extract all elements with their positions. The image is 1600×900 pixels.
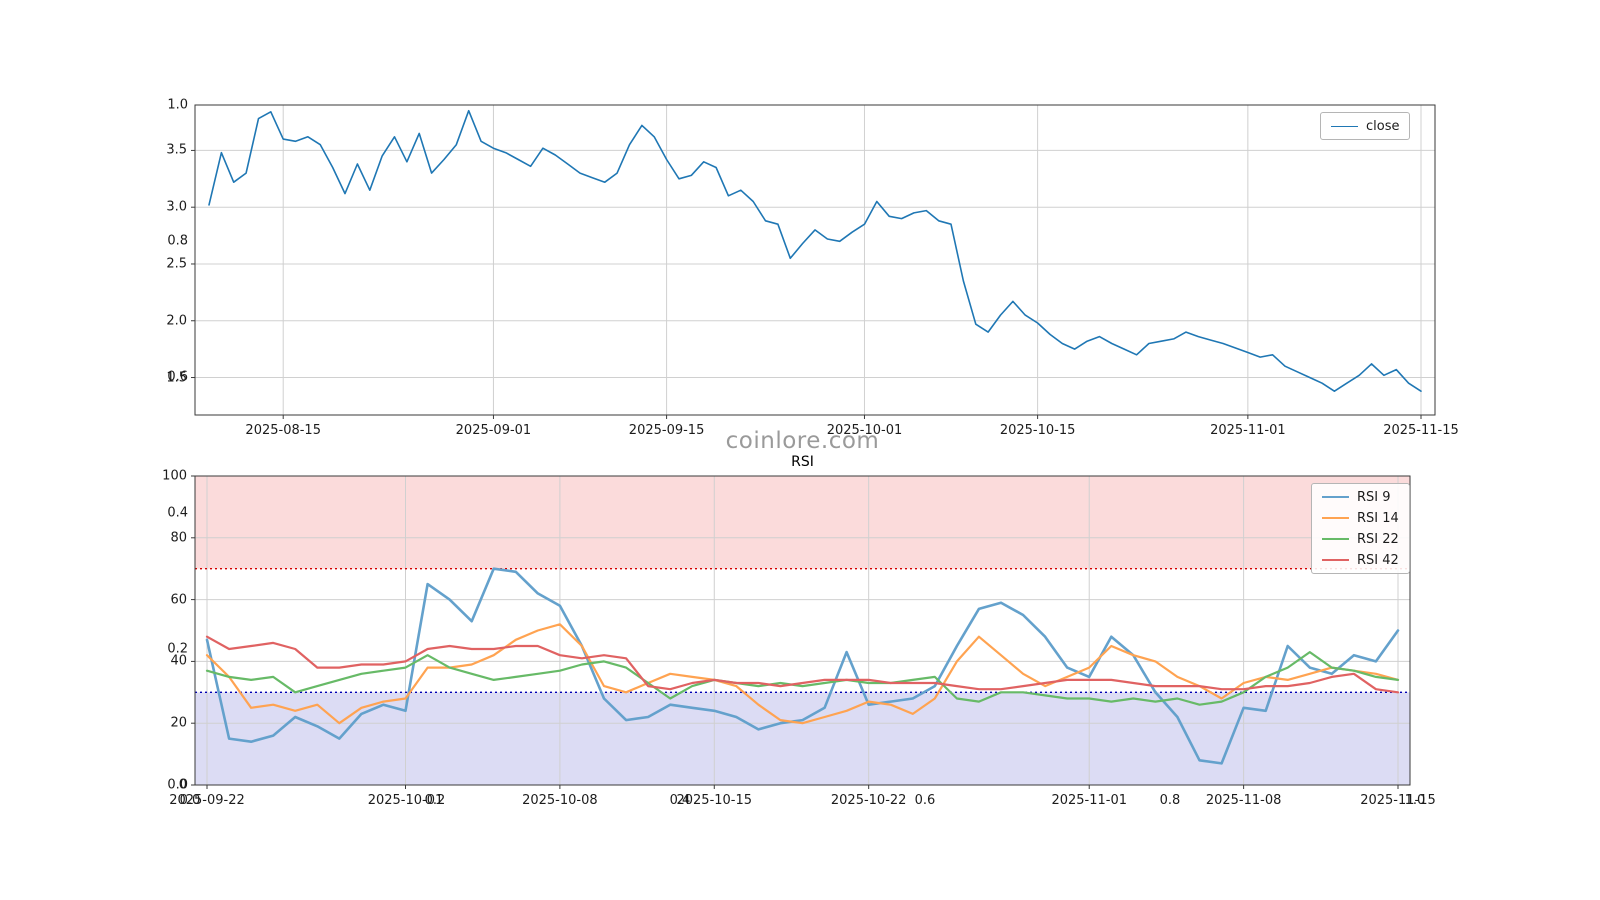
- rsi-chart-title: RSI: [791, 454, 814, 470]
- legend-label-rsi22: RSI 22: [1357, 531, 1399, 547]
- rsi42-line-swatch: [1322, 559, 1349, 561]
- watermark: coinlore.com: [725, 428, 880, 454]
- rsi9-line-swatch: [1322, 496, 1349, 498]
- legend-label-rsi14: RSI 14: [1357, 510, 1399, 526]
- legend-rsi: RSI 9 RSI 14 RSI 22 RSI 42: [1311, 483, 1410, 574]
- close-line-swatch: [1331, 125, 1358, 127]
- legend-close: close: [1320, 112, 1411, 140]
- legend-entry-rsi22: RSI 22: [1322, 530, 1399, 548]
- legend-entry-close: close: [1331, 117, 1399, 135]
- legend-label-rsi42: RSI 42: [1357, 552, 1399, 568]
- legend-label-rsi9: RSI 9: [1357, 489, 1391, 505]
- legend-entry-rsi9: RSI 9: [1322, 488, 1399, 506]
- legend-entry-rsi14: RSI 14: [1322, 509, 1399, 527]
- legend-entry-rsi42: RSI 42: [1322, 551, 1399, 569]
- legend-label-close: close: [1366, 118, 1400, 134]
- rsi22-line-swatch: [1322, 538, 1349, 540]
- rsi14-line-swatch: [1322, 517, 1349, 519]
